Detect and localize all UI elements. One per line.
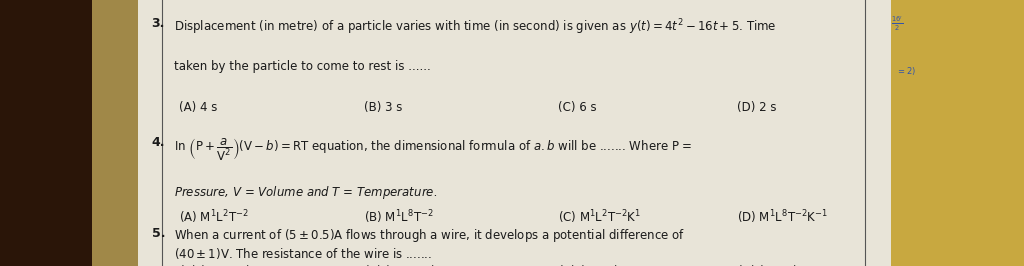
Text: (C) $(8 \pm 1)\Omega$: (C) $(8 \pm 1)\Omega$ <box>558 263 629 266</box>
Text: (B) 3 s: (B) 3 s <box>364 101 401 114</box>
Text: (C) $\mathrm{M^1 L^2 T^{-2} K^1}$: (C) $\mathrm{M^1 L^2 T^{-2} K^1}$ <box>558 209 641 226</box>
Text: 5.: 5. <box>152 227 165 240</box>
Text: (D) 2 s: (D) 2 s <box>737 101 777 114</box>
Bar <box>891 0 1024 266</box>
Text: 4.: 4. <box>152 136 165 149</box>
Text: $\frac{16'}{2}$: $\frac{16'}{2}$ <box>891 14 903 33</box>
Text: Pressure, $V$ = Volume and $T$ = Temperature.: Pressure, $V$ = Volume and $T$ = Tempera… <box>174 184 437 201</box>
Text: (D) $\mathrm{M^1 L^8 T^{-2} K^{-1}}$: (D) $\mathrm{M^1 L^8 T^{-2} K^{-1}}$ <box>737 209 828 226</box>
Text: (D) $(8 \pm 2)\Omega$: (D) $(8 \pm 2)\Omega$ <box>737 263 808 266</box>
Text: Displacement (in metre) of a particle varies with time (in second) is given as $: Displacement (in metre) of a particle va… <box>174 17 776 37</box>
Text: (C) 6 s: (C) 6 s <box>558 101 597 114</box>
Text: taken by the particle to come to rest is ......: taken by the particle to come to rest is… <box>174 60 431 73</box>
Bar <box>138 0 891 266</box>
Text: In $\left(\mathrm{P}+\dfrac{a}{\mathrm{V}^2}\right)(\mathrm{V}-b) = \mathrm{RT}$: In $\left(\mathrm{P}+\dfrac{a}{\mathrm{V… <box>174 136 692 162</box>
Text: 3.: 3. <box>152 17 165 30</box>
Text: When a current of $(5 \pm 0.5)$A flows through a wire, it develops a potential d: When a current of $(5 \pm 0.5)$A flows t… <box>174 227 685 244</box>
Text: (A) 4 s: (A) 4 s <box>179 101 217 114</box>
Text: (B) $\mathrm{M^1 L^8 T^{-2}}$: (B) $\mathrm{M^1 L^8 T^{-2}}$ <box>364 209 433 226</box>
Text: (B) $(8 \pm 0.5)\Omega$: (B) $(8 \pm 0.5)\Omega$ <box>364 263 444 266</box>
Text: (A) $\mathrm{M^1 L^2 T^{-2}}$: (A) $\mathrm{M^1 L^2 T^{-2}}$ <box>179 209 249 226</box>
Text: $(40 \pm 1)$V. The resistance of the wire is .......: $(40 \pm 1)$V. The resistance of the wir… <box>174 246 432 261</box>
Bar <box>92 0 138 266</box>
Text: $=2)$: $=2)$ <box>896 65 916 77</box>
Text: (A) $(8 \pm 1.5)\Omega$: (A) $(8 \pm 1.5)\Omega$ <box>179 263 260 266</box>
Bar <box>0 0 92 266</box>
